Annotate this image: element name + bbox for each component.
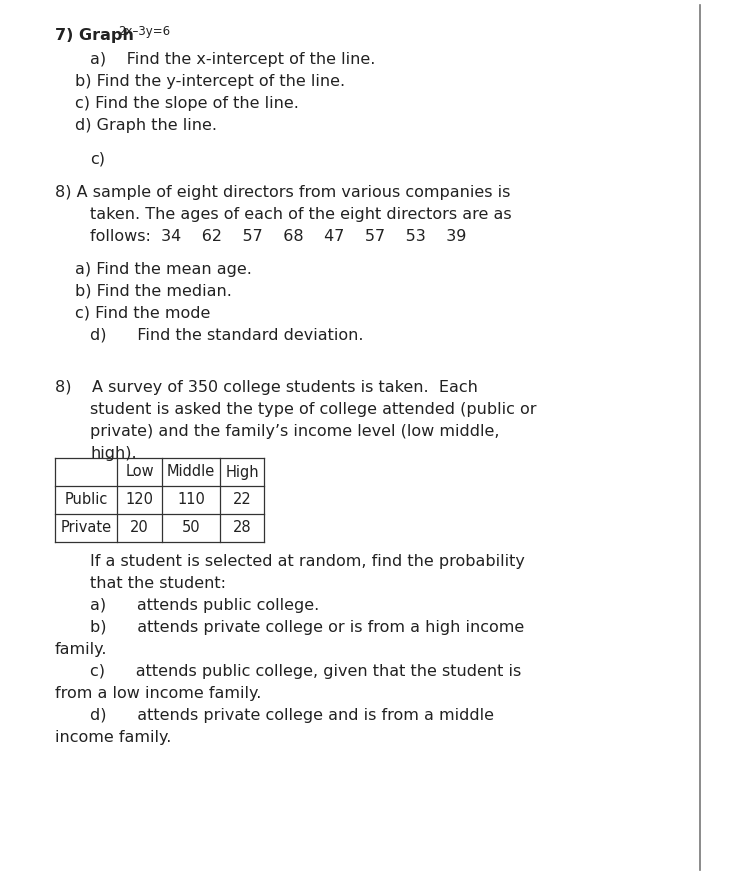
Text: a)    Find the x-intercept of the line.: a) Find the x-intercept of the line. — [90, 52, 376, 67]
Text: 50: 50 — [182, 521, 200, 536]
Text: 2x–3y=6: 2x–3y=6 — [118, 25, 170, 38]
Text: b)      attends private college or is from a high income: b) attends private college or is from a … — [90, 620, 524, 635]
Text: family.: family. — [55, 642, 107, 657]
Text: Low: Low — [125, 465, 154, 480]
Text: Private: Private — [61, 521, 112, 536]
Text: 22: 22 — [232, 493, 251, 507]
Text: c) Find the mode: c) Find the mode — [75, 306, 211, 321]
Text: c): c) — [90, 152, 105, 167]
Text: 110: 110 — [177, 493, 205, 507]
Text: student is asked the type of college attended (public or: student is asked the type of college att… — [90, 402, 537, 417]
Text: High: High — [225, 465, 259, 480]
Text: b) Find the y-intercept of the line.: b) Find the y-intercept of the line. — [75, 74, 345, 89]
Text: b) Find the median.: b) Find the median. — [75, 284, 232, 299]
Text: Public: Public — [64, 493, 107, 507]
Text: a)      attends public college.: a) attends public college. — [90, 598, 319, 613]
Text: follows:  34    62    57    68    47    57    53    39: follows: 34 62 57 68 47 57 53 39 — [90, 229, 466, 244]
Text: c)      attends public college, given that the student is: c) attends public college, given that th… — [90, 664, 521, 679]
Text: high).: high). — [90, 446, 137, 461]
Text: d) Graph the line.: d) Graph the line. — [75, 118, 217, 133]
Text: d)      attends private college and is from a middle: d) attends private college and is from a… — [90, 708, 494, 723]
Text: d)      Find the standard deviation.: d) Find the standard deviation. — [90, 328, 363, 343]
Text: Middle: Middle — [167, 465, 215, 480]
Text: that the student:: that the student: — [90, 576, 226, 591]
Text: If a student is selected at random, find the probability: If a student is selected at random, find… — [90, 554, 525, 569]
Text: private) and the family’s income level (low middle,: private) and the family’s income level (… — [90, 424, 499, 439]
Text: taken. The ages of each of the eight directors are as: taken. The ages of each of the eight dir… — [90, 207, 512, 222]
Text: 20: 20 — [130, 521, 149, 536]
Text: 8)    A survey of 350 college students is taken.  Each: 8) A survey of 350 college students is t… — [55, 380, 478, 395]
Text: a) Find the mean age.: a) Find the mean age. — [75, 262, 252, 277]
Text: c) Find the slope of the line.: c) Find the slope of the line. — [75, 96, 299, 111]
Text: 28: 28 — [232, 521, 251, 536]
Text: 120: 120 — [126, 493, 154, 507]
Text: 8) A sample of eight directors from various companies is: 8) A sample of eight directors from vari… — [55, 185, 510, 200]
Text: from a low income family.: from a low income family. — [55, 686, 262, 701]
Text: 7) Graph: 7) Graph — [55, 28, 140, 43]
Text: income family.: income family. — [55, 730, 171, 745]
